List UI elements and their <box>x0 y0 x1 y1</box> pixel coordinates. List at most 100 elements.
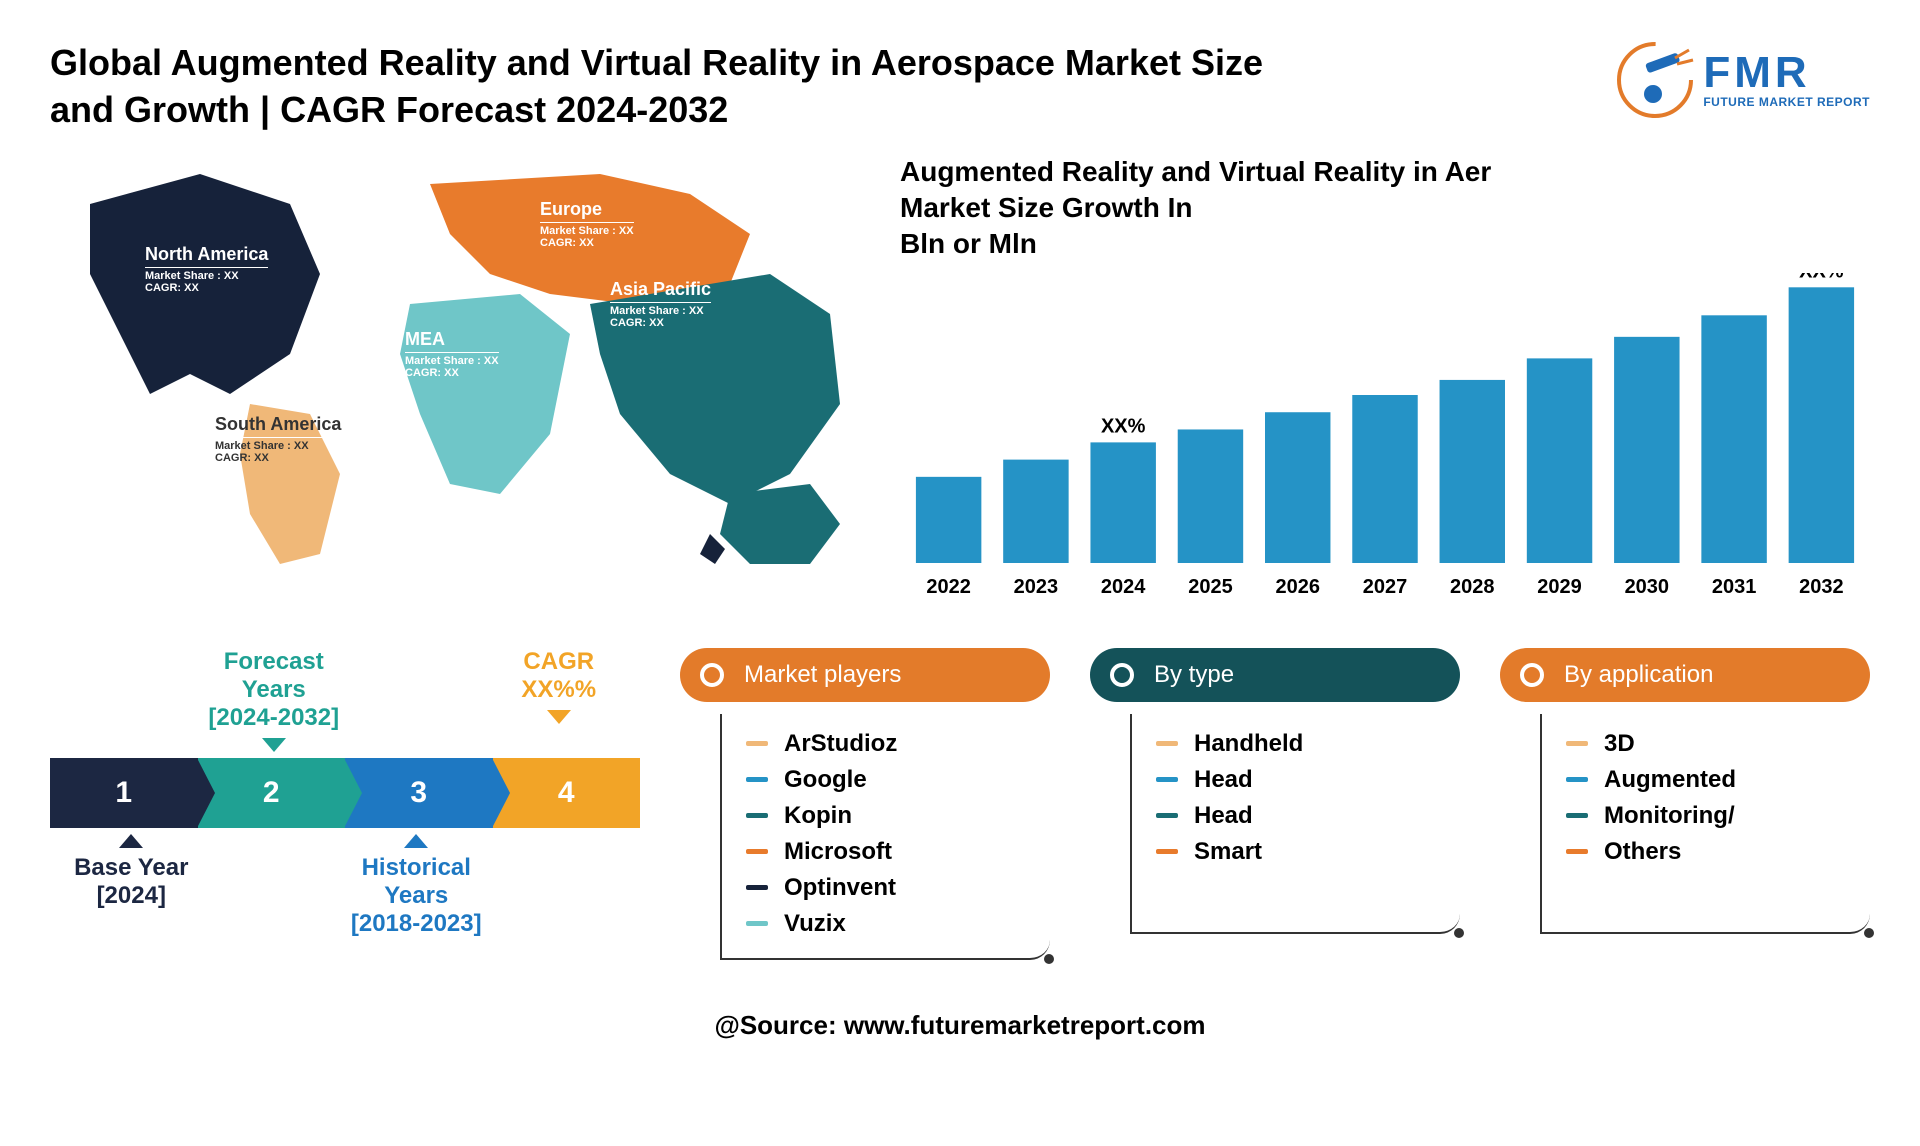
category-header-2: By application <box>1500 648 1870 702</box>
list-item-label: Smart <box>1194 838 1262 866</box>
list-item: Monitoring/ <box>1566 798 1850 834</box>
chart-bar-2031 <box>1701 315 1766 563</box>
bullet-icon <box>1566 813 1588 818</box>
timeline-seg-4: 4 <box>493 758 641 828</box>
chart-xtick-2027: 2027 <box>1363 576 1408 598</box>
bullet-icon <box>746 777 768 782</box>
chart-bar-2028 <box>1440 380 1505 563</box>
timeline-cagr-title: CAGR <box>523 648 594 675</box>
map-label-europe: EuropeMarket Share : XXCAGR: XX <box>540 199 634 249</box>
map-nz <box>700 534 725 564</box>
chart-xtick-2032: 2032 <box>1799 576 1844 598</box>
category-body-1: Handheld Head Head Smart <box>1130 714 1460 934</box>
timeline-seg-2: 2 <box>198 758 346 828</box>
telescope-icon <box>1615 40 1695 120</box>
category-header-0: Market players <box>680 648 1050 702</box>
bullet-icon <box>746 921 768 926</box>
chart-title-line1: Augmented Reality and Virtual Reality in… <box>900 156 1491 187</box>
map-australia <box>720 484 840 564</box>
chart-xtick-2025: 2025 <box>1188 576 1233 598</box>
list-item: Google <box>746 762 1030 798</box>
timeline-hist-range: [2018-2023] <box>351 910 482 937</box>
chart-xtick-2030: 2030 <box>1625 576 1670 598</box>
bullet-icon <box>1156 741 1178 746</box>
chart-bar-2026 <box>1265 412 1330 563</box>
chart-annot-2024: XX% <box>1101 415 1146 437</box>
bar-chart-svg: 2022 2023 2024 2025 2026 2027 2028 2029 2030 2031… <box>900 273 1870 613</box>
chart-title-line2: Market Size Growth In <box>900 192 1193 223</box>
logo-main-text: FMR <box>1703 51 1870 95</box>
chart-bar-2029 <box>1527 358 1592 563</box>
timeline: Forecast Years [2024-2032] CAGR XX%% 1 2… <box>50 648 640 938</box>
list-item-label: Monitoring/ <box>1604 802 1735 830</box>
bullet-icon <box>1566 741 1588 746</box>
timeline-hist-title: Historical Years <box>362 854 471 909</box>
chart-xtick-2031: 2031 <box>1712 576 1757 598</box>
list-item-label: Augmented <box>1604 766 1736 794</box>
timeline-base-title: Base Year <box>74 854 188 881</box>
bullet-icon <box>746 849 768 854</box>
list-item-label: 3D <box>1604 730 1635 758</box>
chart-bar-2023 <box>1003 459 1068 562</box>
chart-xtick-2028: 2028 <box>1450 576 1495 598</box>
bullet-icon <box>1156 849 1178 854</box>
chart-bar-2025 <box>1178 429 1243 563</box>
bullet-icon <box>1566 849 1588 854</box>
chart-xtick-2022: 2022 <box>926 576 971 598</box>
growth-chart: Augmented Reality and Virtual Reality in… <box>900 154 1870 618</box>
chart-bar-2022 <box>916 477 981 563</box>
bullet-icon <box>1566 777 1588 782</box>
map-label-mea: MEAMarket Share : XXCAGR: XX <box>405 329 499 379</box>
list-item: Head <box>1156 762 1440 798</box>
list-item-label: Google <box>784 766 867 794</box>
chart-xtick-2026: 2026 <box>1275 576 1320 598</box>
list-item: ArStudioz <box>746 726 1030 762</box>
timeline-forecast-range: [2024-2032] <box>208 704 339 731</box>
list-item: Smart <box>1156 834 1440 870</box>
bullet-icon <box>746 885 768 890</box>
list-item-label: Microsoft <box>784 838 892 866</box>
list-item-label: ArStudioz <box>784 730 897 758</box>
category-body-0: ArStudioz Google Kopin Microsoft Optinvent Vu… <box>720 714 1050 960</box>
list-item-label: Optinvent <box>784 874 896 902</box>
list-item: Handheld <box>1156 726 1440 762</box>
list-item-label: Head <box>1194 802 1253 830</box>
list-item: Augmented <box>1566 762 1850 798</box>
chart-xtick-2029: 2029 <box>1537 576 1582 598</box>
category-by-application: By application 3D Augmented Monitoring/Othe… <box>1500 648 1870 934</box>
timeline-cagr-range: XX%% <box>521 676 596 703</box>
category-by-type: By type Handheld Head Head Smart <box>1090 648 1460 934</box>
timeline-base-range: [2024] <box>97 882 166 909</box>
chart-xtick-2023: 2023 <box>1014 576 1059 598</box>
page-title: Global Augmented Reality and Virtual Rea… <box>50 40 1300 134</box>
chart-xtick-2024: 2024 <box>1101 576 1146 598</box>
source-line: @Source: www.futuremarketreport.com <box>50 1010 1870 1041</box>
logo: FMR FUTURE MARKET REPORT <box>1615 40 1870 120</box>
category-header-1: By type <box>1090 648 1460 702</box>
list-item: Others <box>1566 834 1850 870</box>
list-item: Microsoft <box>746 834 1030 870</box>
list-item: Optinvent <box>746 870 1030 906</box>
bullet-icon <box>1156 777 1178 782</box>
chart-bar-2032 <box>1789 287 1854 563</box>
list-item: Kopin <box>746 798 1030 834</box>
list-item: Vuzix <box>746 906 1030 942</box>
timeline-seg-1: 1 <box>50 758 198 828</box>
chart-title-line3: Bln or Mln <box>900 228 1037 259</box>
map-label-south-america: South AmericaMarket Share : XXCAGR: XX <box>215 414 341 464</box>
list-item-label: Head <box>1194 766 1253 794</box>
timeline-forecast-title: Forecast Years <box>224 648 324 703</box>
map-mea <box>400 294 570 494</box>
list-item-label: Kopin <box>784 802 852 830</box>
list-item: 3D <box>1566 726 1850 762</box>
list-item: Head <box>1156 798 1440 834</box>
list-item-label: Vuzix <box>784 910 846 938</box>
world-map: North AmericaMarket Share : XXCAGR: XXSo… <box>50 154 870 574</box>
bullet-icon <box>746 813 768 818</box>
chart-annot-2032: XX% <box>1799 273 1844 282</box>
chart-bar-2027 <box>1352 395 1417 563</box>
list-item-label: Handheld <box>1194 730 1303 758</box>
bullet-icon <box>1156 813 1178 818</box>
category-body-2: 3D Augmented Monitoring/Others <box>1540 714 1870 934</box>
chart-bar-2030 <box>1614 337 1679 563</box>
